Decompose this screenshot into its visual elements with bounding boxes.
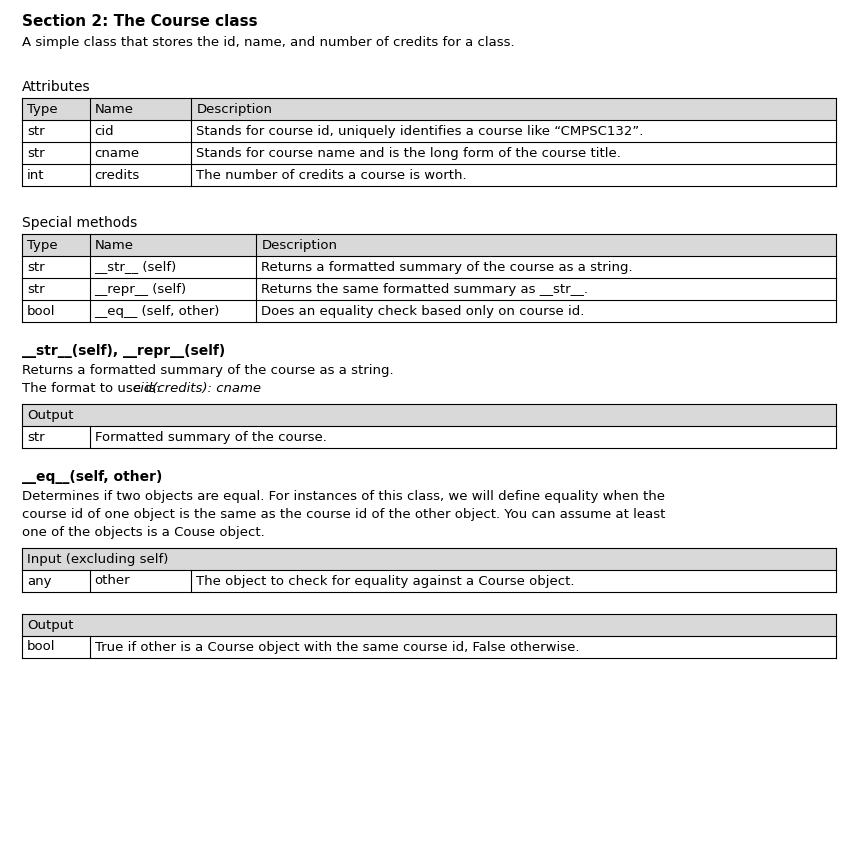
Text: Output: Output xyxy=(27,619,74,632)
Bar xyxy=(22,570,836,592)
Text: Returns the same formatted summary as __str__.: Returns the same formatted summary as __… xyxy=(262,282,589,295)
Text: Determines if two objects are equal. For instances of this class, we will define: Determines if two objects are equal. For… xyxy=(22,490,665,503)
Bar xyxy=(22,426,836,448)
Text: Type: Type xyxy=(27,103,57,116)
Text: Description: Description xyxy=(196,103,272,116)
Text: A simple class that stores the id, name, and number of credits for a class.: A simple class that stores the id, name,… xyxy=(22,36,515,49)
Text: The number of credits a course is worth.: The number of credits a course is worth. xyxy=(196,169,467,181)
Text: Does an equality check based only on course id.: Does an equality check based only on cou… xyxy=(262,305,585,318)
Text: str: str xyxy=(27,431,45,443)
Text: Section 2: The Course class: Section 2: The Course class xyxy=(22,14,257,29)
Bar xyxy=(22,142,836,164)
Text: __str__ (self): __str__ (self) xyxy=(94,260,177,274)
Text: any: any xyxy=(27,574,51,587)
Text: Description: Description xyxy=(262,239,337,252)
Text: Output: Output xyxy=(27,408,74,421)
Text: Formatted summary of the course.: Formatted summary of the course. xyxy=(94,431,326,443)
Text: __repr__ (self): __repr__ (self) xyxy=(94,282,187,295)
Text: Stands for course name and is the long form of the course title.: Stands for course name and is the long f… xyxy=(196,146,621,159)
Text: Returns a formatted summary of the course as a string.: Returns a formatted summary of the cours… xyxy=(262,260,633,274)
Text: True if other is a Course object with the same course id, False otherwise.: True if other is a Course object with th… xyxy=(94,640,579,653)
Text: Returns a formatted summary of the course as a string.: Returns a formatted summary of the cours… xyxy=(22,364,394,377)
Bar xyxy=(22,234,836,256)
Text: cid: cid xyxy=(94,124,114,138)
Text: Input (excluding self): Input (excluding self) xyxy=(27,552,168,566)
Text: Type: Type xyxy=(27,239,57,252)
Text: The object to check for equality against a Course object.: The object to check for equality against… xyxy=(196,574,575,587)
Text: bool: bool xyxy=(27,305,56,318)
Text: __eq__ (self, other): __eq__ (self, other) xyxy=(94,305,220,318)
Text: str: str xyxy=(27,282,45,295)
Text: str: str xyxy=(27,124,45,138)
Text: bool: bool xyxy=(27,640,56,653)
Bar xyxy=(22,404,836,426)
Text: Special methods: Special methods xyxy=(22,216,137,230)
Text: cid(credits): cname: cid(credits): cname xyxy=(133,382,261,395)
Bar xyxy=(22,98,836,120)
Text: one of the objects is a Couse object.: one of the objects is a Couse object. xyxy=(22,526,265,539)
Bar xyxy=(22,256,836,278)
Bar xyxy=(22,278,836,300)
Text: int: int xyxy=(27,169,45,181)
Text: Attributes: Attributes xyxy=(22,80,91,94)
Text: Stands for course id, uniquely identifies a course like “CMPSC132”.: Stands for course id, uniquely identifie… xyxy=(196,124,644,138)
Text: The format to use is:: The format to use is: xyxy=(22,382,165,395)
Text: credits: credits xyxy=(94,169,140,181)
Bar xyxy=(22,548,836,570)
Text: __eq__(self, other): __eq__(self, other) xyxy=(22,470,162,484)
Bar xyxy=(22,120,836,142)
Text: Name: Name xyxy=(94,239,134,252)
Bar xyxy=(22,636,836,658)
Text: str: str xyxy=(27,260,45,274)
Text: __str__(self), __repr__(self): __str__(self), __repr__(self) xyxy=(22,344,226,358)
Text: course id of one object is the same as the course id of the other object. You ca: course id of one object is the same as t… xyxy=(22,508,665,521)
Text: cname: cname xyxy=(94,146,140,159)
Text: Name: Name xyxy=(94,103,134,116)
Text: other: other xyxy=(94,574,130,587)
Bar xyxy=(22,614,836,636)
Bar xyxy=(22,300,836,322)
Bar xyxy=(22,164,836,186)
Text: str: str xyxy=(27,146,45,159)
